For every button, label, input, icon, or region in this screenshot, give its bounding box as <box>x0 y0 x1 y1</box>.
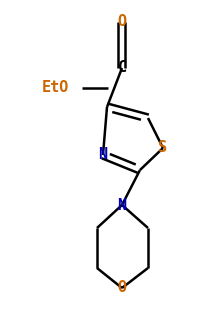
Text: N: N <box>117 198 126 213</box>
Text: EtO: EtO <box>41 81 68 96</box>
Text: C: C <box>117 60 126 75</box>
Text: N: N <box>98 148 107 162</box>
Text: O: O <box>117 280 126 295</box>
Text: O: O <box>117 15 126 30</box>
Text: S: S <box>158 140 167 155</box>
